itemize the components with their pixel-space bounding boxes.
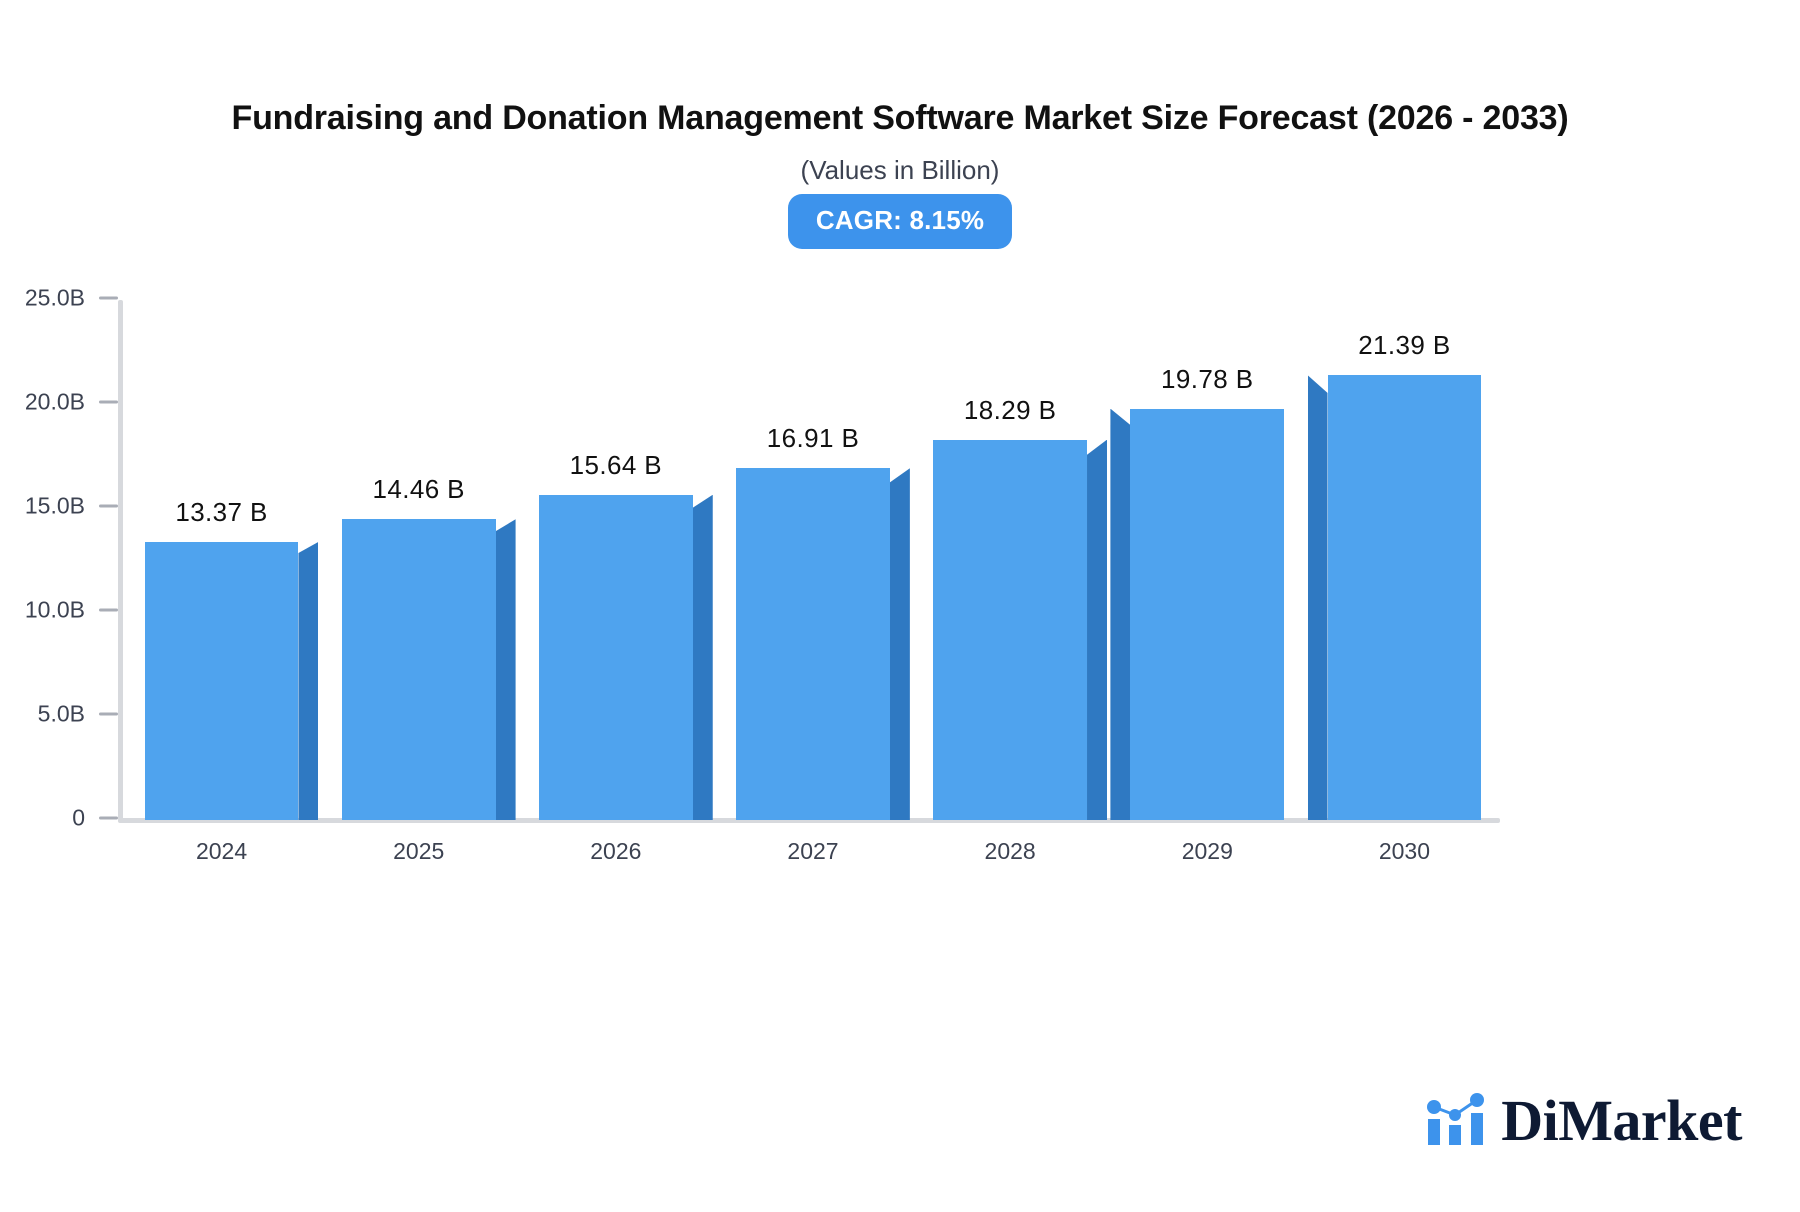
bar-column[interactable]: 19.78 B	[1110, 290, 1285, 820]
y-axis-tick-label: 10.0B	[24, 596, 85, 623]
bar[interactable]	[1110, 408, 1285, 820]
bar-side-face	[495, 519, 516, 820]
bar-front-face	[1327, 375, 1482, 820]
y-axis-tick: 15.0B	[0, 493, 118, 520]
x-axis-tick-label: 2028	[984, 838, 1036, 864]
x-axis-tick-label: 2025	[393, 838, 445, 864]
y-axis-tick-label: 0	[72, 804, 85, 831]
y-axis-tick-label: 15.0B	[24, 492, 85, 519]
bar-column[interactable]: 16.91 B	[736, 290, 910, 820]
bar-side-face	[1110, 408, 1131, 820]
bar-front-face	[736, 468, 890, 820]
y-axis-tick: 25.0B	[0, 285, 118, 312]
bar-column[interactable]: 14.46 B	[341, 290, 516, 820]
y-axis-tick: 20.0B	[0, 389, 118, 416]
y-axis-tick-mark	[99, 712, 118, 716]
x-axis-line	[118, 818, 1500, 823]
bar-side-face	[1087, 439, 1108, 820]
bar[interactable]	[538, 494, 713, 820]
dimarket-logo: DiMarket	[1425, 1089, 1742, 1152]
chart-header: Fundraising and Donation Management Soft…	[0, 0, 1800, 249]
bar-value-label: 19.78 B	[1161, 363, 1254, 394]
y-axis-tick-mark	[99, 400, 118, 404]
x-axis-labels: 2024 2025 2026 2027 2028 2029 2030	[123, 838, 1503, 888]
bar-value-label: 16.91 B	[766, 423, 860, 454]
y-axis-tick: 10.0B	[0, 597, 118, 624]
y-axis-tick-label: 25.0B	[24, 284, 85, 311]
bar-front-face	[144, 541, 299, 820]
bar-chart-icon	[1425, 1089, 1487, 1152]
bar-column[interactable]: 21.39 B	[1307, 290, 1482, 820]
x-axis-tick-label: 2027	[787, 838, 839, 864]
bar[interactable]	[1307, 375, 1482, 820]
bar-front-face	[933, 439, 1088, 820]
bar-column[interactable]: 18.29 B	[933, 290, 1108, 820]
y-axis-tick-mark	[99, 816, 118, 820]
bar-series: 13.37 B 14.46 B 15.64 B 16.91 B 18.29 B 19.78…	[123, 290, 1503, 820]
x-axis-tick-label: 2024	[195, 838, 248, 864]
y-axis-line	[118, 300, 123, 820]
y-axis-tick: 5.0B	[0, 701, 118, 728]
y-axis-tick-label: 20.0B	[24, 388, 85, 415]
bar-front-face	[1130, 408, 1285, 820]
page-title: Fundraising and Donation Management Soft…	[231, 99, 1569, 137]
y-axis-tick-mark	[99, 296, 118, 300]
bar[interactable]	[341, 519, 516, 820]
x-axis-tick-label: 2026	[590, 838, 642, 864]
bar-value-label: 14.46 B	[372, 474, 465, 505]
bar-column[interactable]: 13.37 B	[144, 290, 319, 820]
bar-front-face	[341, 519, 496, 820]
bar[interactable]	[933, 439, 1108, 820]
cagr-badge: CAGR: 8.15%	[787, 193, 1013, 249]
chart-subtitle: (Values in Billion)	[800, 154, 1000, 185]
bar[interactable]	[736, 468, 910, 820]
logo-text: DiMarket	[1501, 1087, 1742, 1153]
bar-value-label: 21.39 B	[1358, 330, 1451, 361]
bar-front-face	[538, 494, 693, 820]
y-axis-ticks: 25.0B 20.0B 15.0B 10.0B 5.0B 0	[0, 285, 118, 832]
x-axis-tick-label: 2029	[1181, 838, 1233, 864]
x-axis-tick-label: 2030	[1378, 838, 1431, 864]
bar-side-face	[889, 468, 910, 820]
bar-column[interactable]: 15.64 B	[538, 290, 713, 820]
bar-value-label: 15.64 B	[569, 449, 663, 480]
bar-side-face	[692, 494, 713, 820]
y-axis-tick: 0	[0, 805, 118, 832]
bar[interactable]	[144, 541, 319, 820]
y-axis-tick-label: 5.0B	[37, 700, 85, 727]
y-axis-tick-mark	[99, 504, 118, 508]
bar-side-face	[298, 541, 319, 820]
bar-value-label: 13.37 B	[175, 496, 268, 527]
y-axis-tick-mark	[99, 608, 118, 612]
plot-area: 25.0B 20.0B 15.0B 10.0B 5.0B 0 13.37 B 14.46 B…	[0, 285, 1800, 930]
bar-side-face	[1307, 375, 1328, 820]
bar-value-label: 18.29 B	[963, 394, 1057, 425]
